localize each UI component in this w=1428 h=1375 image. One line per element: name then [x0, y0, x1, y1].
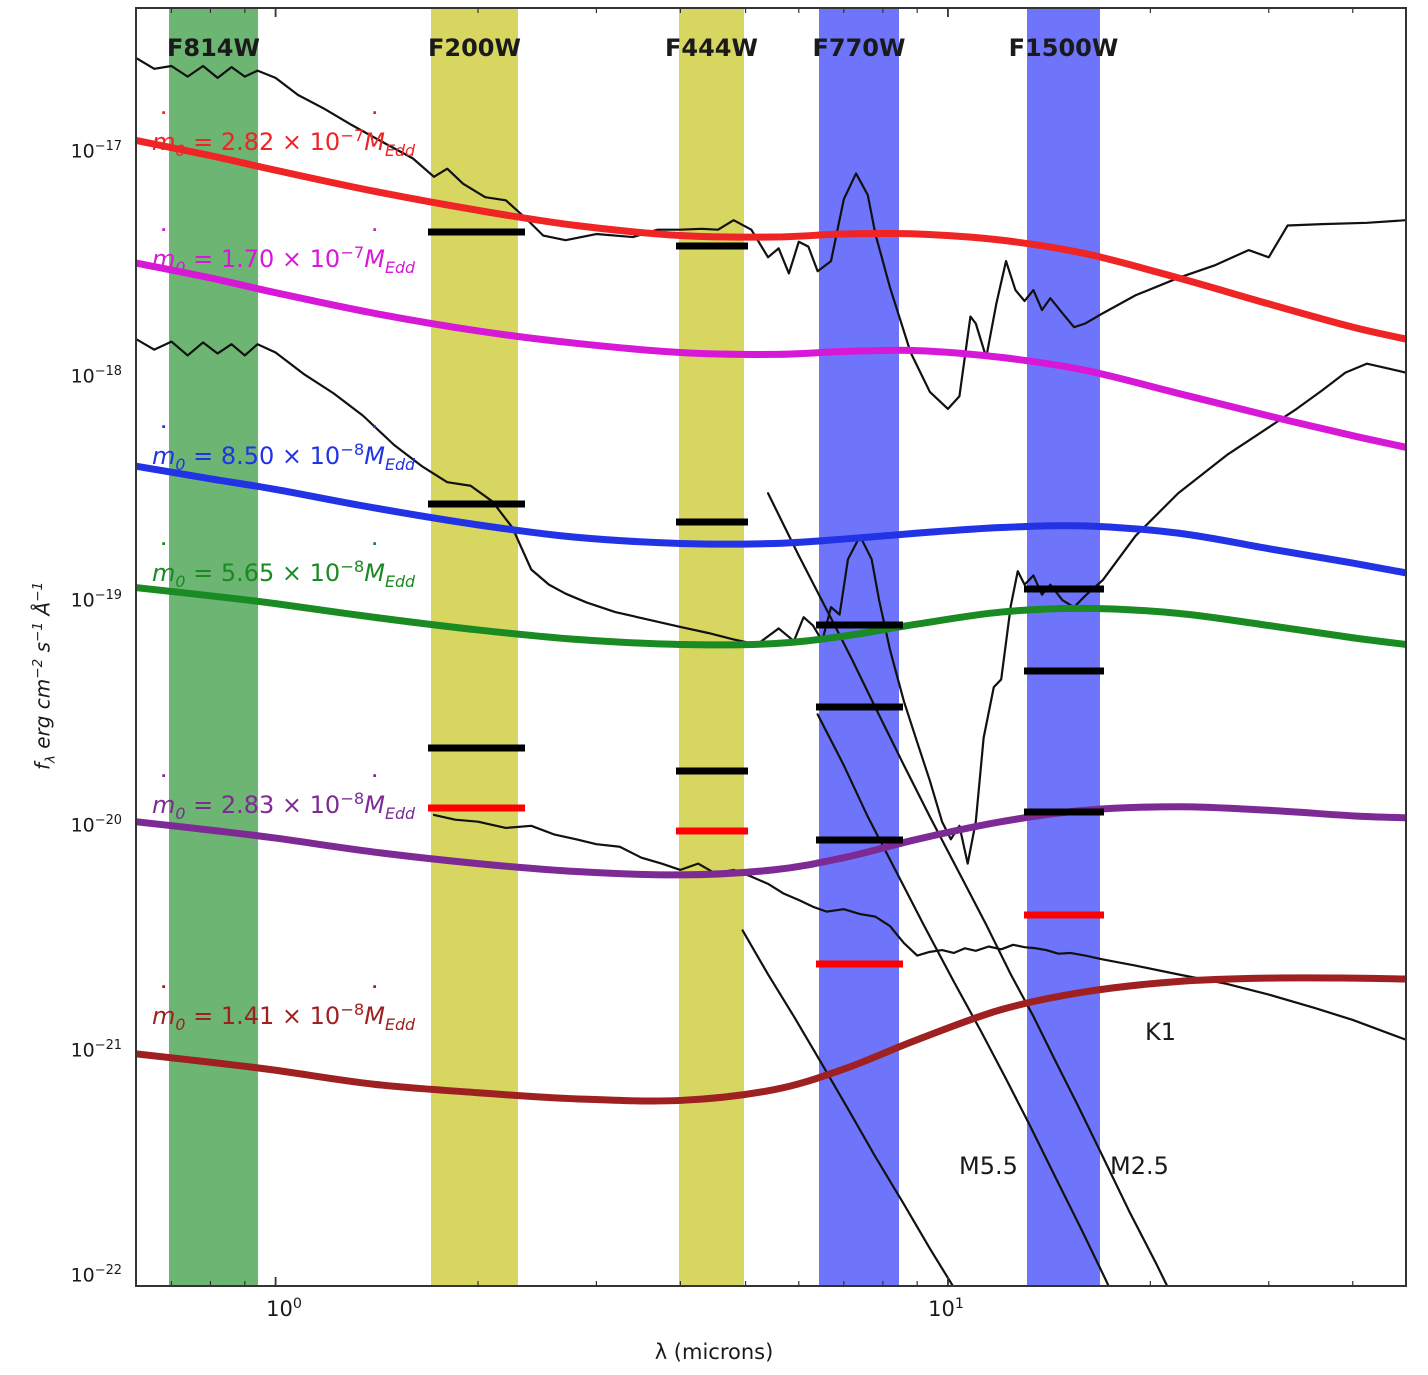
filter-band-f200w [431, 8, 518, 1286]
spectrum-star-M5.5 [741, 929, 955, 1286]
star-label-K1: K1 [1145, 1018, 1177, 1046]
filter-band-f814w [169, 8, 258, 1286]
filter-band-f1500w [1027, 8, 1100, 1286]
model-curve-4 [136, 803, 1406, 879]
annotation-mdot-purple: m0 = 2.83 × 10−8MEdd [152, 789, 415, 823]
y-tick-label-3: 10−20 [70, 813, 122, 837]
band-label-f200w: F200W [428, 34, 521, 62]
plot-area [136, 8, 1406, 1286]
x-tick-label-1: 101 [928, 1296, 964, 1321]
model-curve-0 [136, 136, 1406, 343]
spectrum-spectrum-low [432, 813, 1406, 1041]
star-label-M5-5: M5.5 [959, 1152, 1018, 1180]
annotation-mdot-magenta: m0 = 1.70 × 10−7MEdd [152, 243, 415, 277]
model-curve-3 [136, 584, 1406, 649]
y-tick-label-0: 10−17 [70, 139, 122, 163]
x-tick-label-0: 100 [266, 1296, 302, 1321]
spectrum-spectrum-top [136, 56, 1406, 411]
filter-band-f770w [819, 8, 899, 1286]
annotation-mdot-red: m0 = 2.82 × 10−7MEdd [152, 126, 415, 160]
star-label-M2-5: M2.5 [1110, 1152, 1169, 1180]
y-tick-label-4: 10−21 [70, 1038, 122, 1062]
annotation-mdot-blue: m0 = 8.50 × 10−8MEdd [152, 440, 415, 474]
band-label-f444w: F444W [665, 34, 758, 62]
band-label-f1500w: F1500W [1008, 34, 1119, 62]
x-axis-title: λ (microns) [654, 1340, 774, 1364]
axes-frame [135, 7, 1407, 1287]
model-curve-2 [136, 462, 1406, 577]
annotation-mdot-brown: m0 = 1.41 × 10−8MEdd [152, 1000, 415, 1034]
y-tick-label-2: 10−19 [70, 588, 122, 612]
band-label-f814w: F814W [167, 34, 260, 62]
spectrum-star-M2.5 [816, 713, 1110, 1286]
spectrum-spectrum-middle [136, 337, 1406, 865]
model-curve-1 [136, 259, 1406, 451]
model-curve-5 [136, 974, 1406, 1105]
spectrum-star-K1 [766, 492, 1169, 1286]
y-tick-label-1: 10−18 [70, 364, 122, 388]
y-tick-label-5: 10−22 [70, 1263, 122, 1287]
y-axis-title: fλ erg cm−2 s−1 Å−1 [30, 581, 59, 770]
annotation-mdot-green: m0 = 5.65 × 10−8MEdd [152, 557, 415, 591]
band-label-f770w: F770W [812, 34, 906, 62]
